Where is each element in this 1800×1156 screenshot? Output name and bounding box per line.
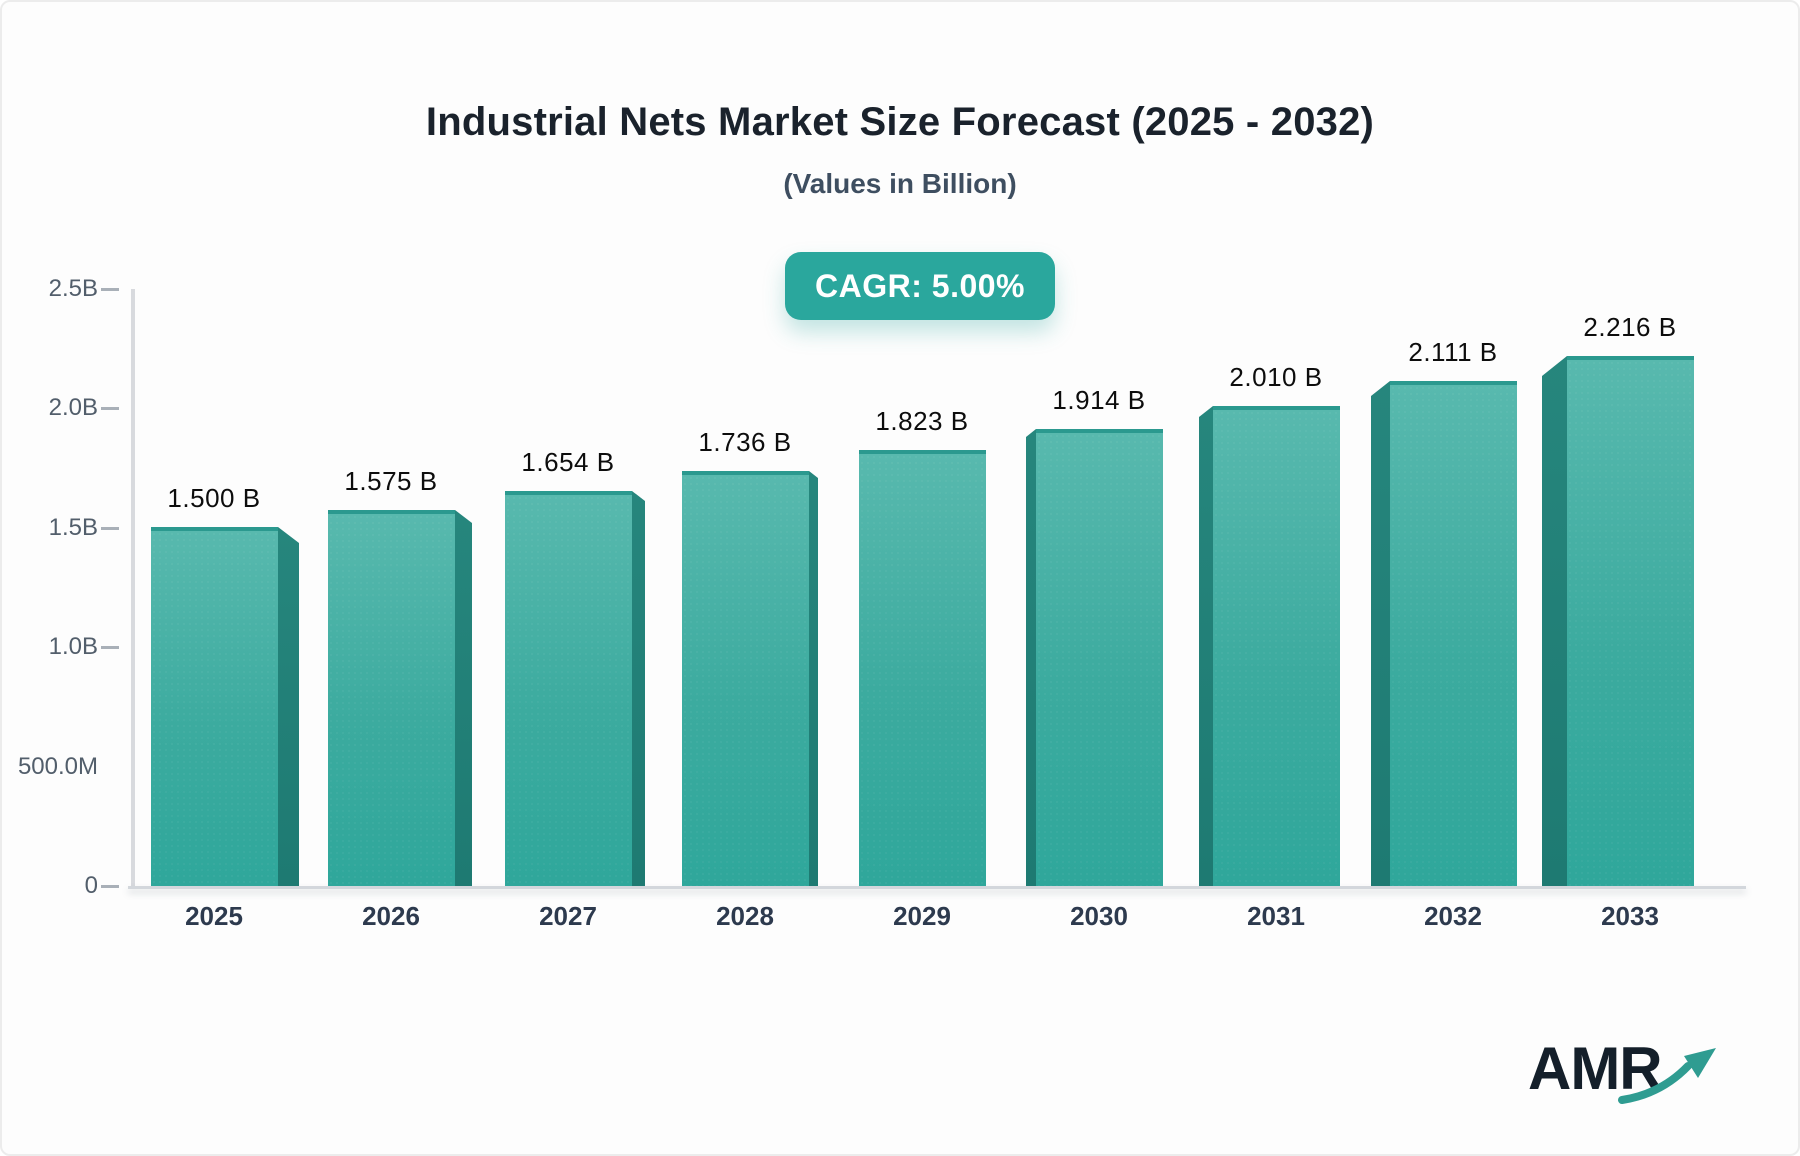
bar-2027 xyxy=(505,491,632,886)
bar-value-label: 2.216 B xyxy=(1583,312,1677,342)
bar-side-2030 xyxy=(1026,429,1036,886)
bar-value-label: 2.111 B xyxy=(1408,337,1498,367)
bar-side-2032 xyxy=(1371,381,1390,886)
x-axis-label-2032: 2032 xyxy=(1424,901,1482,931)
y-axis-tick-label: 1.5B xyxy=(48,514,98,541)
growth-arrow-icon xyxy=(1618,1048,1716,1104)
bar-2030 xyxy=(1036,429,1163,886)
x-axis-line xyxy=(128,886,1746,889)
x-axis-label-2031: 2031 xyxy=(1247,901,1305,931)
bar-side-2033 xyxy=(1542,356,1567,886)
y-axis-tick-mark xyxy=(101,527,119,530)
y-axis-tick-label: 2.5B xyxy=(48,275,98,302)
y-axis-tick-mark xyxy=(101,885,119,888)
x-axis-label-2025: 2025 xyxy=(185,901,243,931)
bar-value-label: 1.500 B xyxy=(167,483,261,513)
bar-2033 xyxy=(1567,356,1694,886)
chart-subtitle: (Values in Billion) xyxy=(783,168,1017,199)
y-axis-tick-mark xyxy=(101,646,119,649)
y-axis-tick-label: 500.0M xyxy=(17,753,98,780)
bar-2028 xyxy=(682,471,809,886)
bar-value-label: 1.736 B xyxy=(698,427,792,457)
x-axis-label-2030: 2030 xyxy=(1070,901,1128,931)
amr-logo: AMR xyxy=(1528,1034,1728,1114)
y-axis-tick-label: 0 xyxy=(84,872,98,899)
y-axis-tick-mark xyxy=(101,288,119,291)
amr-logo-text: AMR xyxy=(1528,1035,1663,1102)
x-axis-label-2027: 2027 xyxy=(539,901,597,931)
x-axis-label-2028: 2028 xyxy=(716,901,774,931)
bar-value-label: 1.823 B xyxy=(875,406,969,436)
bar-value-label: 2.010 B xyxy=(1229,362,1323,392)
bar-2029 xyxy=(859,450,986,886)
cagr-badge: CAGR: 5.00% xyxy=(785,252,1055,320)
bar-side-2028 xyxy=(809,471,818,886)
y-axis-tick-label: 1.0B xyxy=(48,633,98,660)
bar-side-2025 xyxy=(278,527,299,886)
x-axis-label-2029: 2029 xyxy=(893,901,951,931)
bar-2026 xyxy=(328,510,455,886)
bar-2032 xyxy=(1390,381,1517,886)
bar-value-label: 1.654 B xyxy=(521,447,615,477)
y-axis-line xyxy=(131,289,135,887)
bar-side-2027 xyxy=(632,491,645,886)
bar-2025 xyxy=(151,527,278,886)
x-axis-label-2026: 2026 xyxy=(362,901,420,931)
bar-side-2026 xyxy=(455,510,472,886)
bar-side-2031 xyxy=(1199,406,1213,886)
bar-value-label: 1.575 B xyxy=(344,466,438,496)
bar-value-label: 1.914 B xyxy=(1052,385,1146,415)
y-axis-tick-label: 2.0B xyxy=(48,394,98,421)
y-axis-tick-mark xyxy=(101,407,119,410)
chart-title: Industrial Nets Market Size Forecast (20… xyxy=(425,100,1375,144)
x-axis-label-2033: 2033 xyxy=(1601,901,1659,931)
bar-2031 xyxy=(1213,406,1340,886)
